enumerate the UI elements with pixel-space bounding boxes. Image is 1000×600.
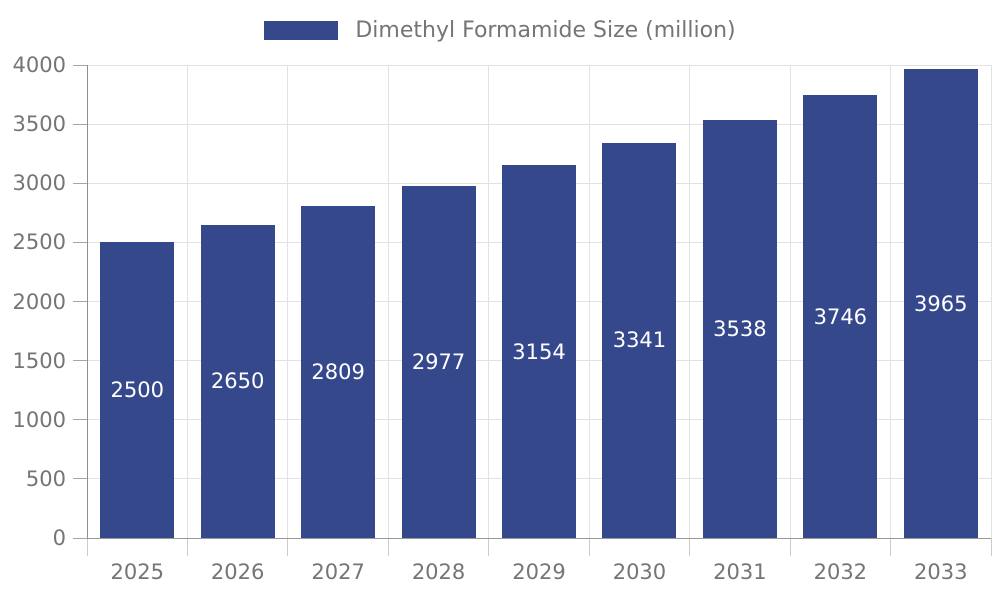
y-axis-tick bbox=[73, 123, 87, 125]
legend: Dimethyl Formamide Size (million) bbox=[0, 18, 1000, 43]
y-axis-tick bbox=[73, 301, 87, 302]
y-axis-tick bbox=[73, 537, 87, 539]
x-axis-tick bbox=[990, 538, 992, 556]
bar[interactable] bbox=[602, 142, 677, 538]
y-axis-tick bbox=[73, 64, 87, 66]
x-gridline bbox=[287, 65, 289, 538]
x-axis-label: 2029 bbox=[512, 560, 566, 584]
bar[interactable] bbox=[702, 119, 777, 538]
y-gridline bbox=[87, 64, 991, 66]
bar-value-label: 3538 bbox=[713, 316, 767, 341]
x-axis-tick bbox=[689, 538, 691, 556]
x-axis-label: 2027 bbox=[311, 560, 365, 584]
bar-value-label: 2809 bbox=[311, 359, 365, 384]
x-gridline bbox=[186, 65, 188, 538]
x-axis-label: 2031 bbox=[713, 560, 767, 584]
legend-label: Dimethyl Formamide Size (million) bbox=[355, 18, 736, 43]
x-gridline bbox=[789, 65, 791, 538]
legend-swatch bbox=[264, 21, 339, 40]
legend-item[interactable]: Dimethyl Formamide Size (million) bbox=[264, 18, 736, 43]
bar-value-label: 3341 bbox=[612, 328, 667, 353]
x-axis-line bbox=[87, 538, 991, 539]
x-axis-tick bbox=[387, 538, 389, 556]
bar-value-label: 3154 bbox=[512, 339, 566, 364]
x-axis-label: 2025 bbox=[110, 560, 164, 584]
y-axis-tick bbox=[73, 241, 87, 243]
y-axis-label: 2500 bbox=[12, 230, 66, 255]
bar-value-label: 3746 bbox=[813, 304, 868, 329]
y-axis-tick bbox=[73, 478, 87, 480]
x-axis-tick bbox=[86, 538, 88, 556]
x-gridline bbox=[488, 65, 490, 538]
y-axis-tick bbox=[73, 419, 87, 421]
y-axis-line bbox=[87, 65, 88, 538]
y-axis-label: 2000 bbox=[12, 289, 66, 314]
y-axis-label: 3500 bbox=[12, 112, 66, 137]
bar[interactable] bbox=[301, 205, 376, 538]
bar-value-label: 2650 bbox=[210, 369, 265, 394]
bar-value-label: 3965 bbox=[914, 291, 968, 316]
bar[interactable] bbox=[401, 185, 476, 538]
x-gridline bbox=[890, 65, 892, 538]
x-axis-tick bbox=[789, 538, 791, 556]
x-gridline bbox=[387, 65, 389, 538]
y-axis-label: 500 bbox=[25, 466, 66, 491]
bar[interactable] bbox=[803, 95, 878, 538]
x-axis-tick bbox=[287, 538, 289, 556]
plot-area: 0 500 1000 1500 2000 2500 3000 3500 4000 2500 2025… bbox=[13, 54, 992, 584]
y-axis-label: 0 bbox=[52, 526, 66, 550]
x-axis-label: 2030 bbox=[612, 560, 667, 584]
bar-value-label: 2977 bbox=[411, 349, 466, 374]
x-gridline bbox=[990, 65, 992, 538]
y-gridline bbox=[87, 123, 991, 125]
x-axis-label: 2033 bbox=[914, 560, 968, 584]
y-axis-tick bbox=[73, 182, 87, 184]
x-axis-tick bbox=[890, 538, 892, 556]
bar[interactable] bbox=[100, 242, 175, 538]
y-axis-label: 1500 bbox=[12, 348, 66, 373]
x-gridline bbox=[588, 65, 590, 538]
bar-value-label: 2500 bbox=[110, 378, 164, 403]
x-axis-tick bbox=[186, 538, 188, 556]
x-axis-label: 2032 bbox=[813, 560, 868, 584]
bar[interactable] bbox=[903, 69, 978, 538]
x-axis-label: 2026 bbox=[210, 560, 265, 584]
bar[interactable] bbox=[502, 165, 576, 538]
y-axis-label: 4000 bbox=[12, 53, 66, 77]
bar[interactable] bbox=[200, 224, 275, 538]
x-gridline bbox=[689, 65, 691, 538]
x-axis-tick bbox=[588, 538, 590, 556]
y-axis-label: 3000 bbox=[12, 171, 66, 196]
y-axis-tick bbox=[73, 360, 87, 362]
y-axis-label: 1000 bbox=[12, 407, 66, 432]
x-axis-label: 2028 bbox=[411, 560, 466, 584]
x-axis-tick bbox=[488, 538, 490, 556]
